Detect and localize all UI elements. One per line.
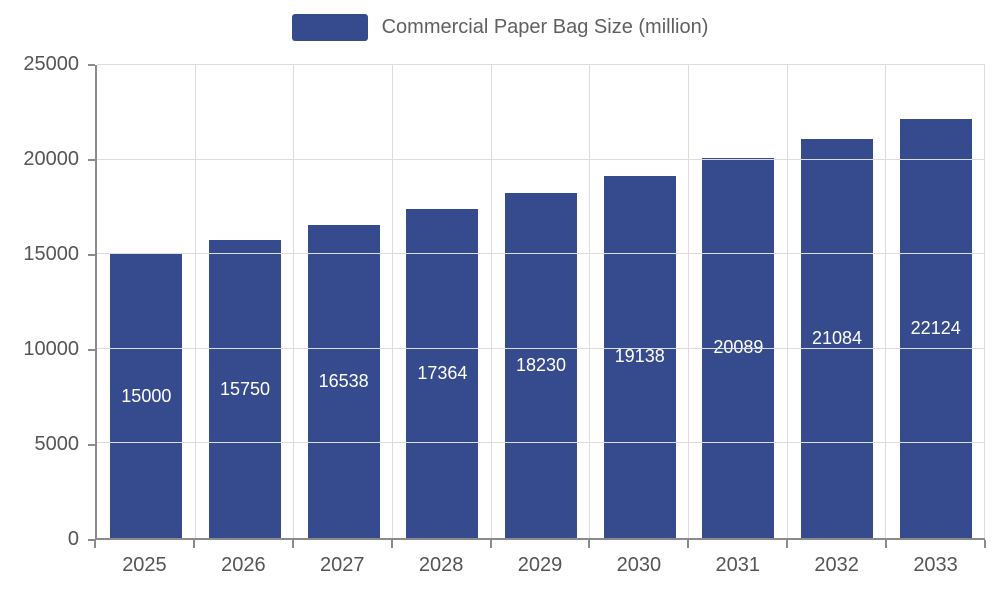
gridline-vertical	[490, 65, 492, 538]
x-tick-label: 2029	[517, 554, 563, 576]
legend-swatch	[291, 14, 368, 41]
gridline-vertical	[589, 65, 591, 538]
legend[interactable]: Commercial Paper Bag Size (million)	[0, 14, 1000, 41]
bar[interactable]: 22124	[899, 119, 972, 538]
gridline-vertical	[293, 65, 295, 538]
plot-area: 15000 15750 16538 17364 18230 19138 20089 21084…	[95, 64, 985, 540]
x-axis-tick	[390, 540, 393, 548]
x-axis-ticks	[94, 540, 986, 548]
x-tick-label: 2027	[319, 554, 365, 576]
x-axis-tick	[786, 540, 789, 548]
bar[interactable]: 15750	[209, 240, 282, 538]
x-axis-tick	[984, 540, 986, 548]
y-axis-tick	[88, 64, 95, 66]
y-axis: 0 5000 10000 15000 20000 25000	[0, 53, 95, 550]
gridline-horizontal	[97, 442, 985, 444]
gridline-horizontal	[97, 158, 985, 160]
gridline-horizontal	[97, 347, 985, 349]
bar-band: 16538	[294, 65, 393, 538]
bar-value-label: 17364	[417, 363, 468, 384]
bar-value-label: 20089	[713, 337, 764, 358]
bar-band: 22124	[886, 65, 985, 538]
bar-band: 15000	[97, 65, 196, 538]
x-axis: 2025 2026 2027 2028 2029 2030 2031 2032 2033	[95, 554, 985, 577]
x-axis-tick	[588, 540, 591, 548]
bar[interactable]: 15000	[110, 254, 183, 538]
x-tick-label: 2030	[616, 554, 662, 576]
bar[interactable]: 18230	[505, 193, 578, 538]
y-axis-tick	[88, 159, 95, 161]
y-tick-label: 0	[67, 528, 79, 550]
x-tick-label: 2026	[221, 554, 266, 576]
x-axis-tick	[94, 540, 96, 548]
bars-layer: 15000 15750 16538 17364 18230 19138 20089 21084…	[97, 65, 985, 538]
x-tick-label: 2033	[913, 554, 958, 576]
y-tick-label: 10000	[23, 338, 79, 360]
bar-band: 20089	[689, 65, 788, 538]
y-tick-label: 5000	[34, 433, 80, 455]
bar[interactable]: 19138	[603, 175, 676, 538]
bar-value-label: 15750	[219, 378, 271, 399]
y-axis-tick	[88, 349, 95, 351]
bar-band: 19138	[590, 65, 689, 538]
legend-label: Commercial Paper Bag Size (million)	[381, 16, 709, 38]
bar-band: 18230	[492, 65, 591, 538]
bar-band: 21084	[788, 65, 887, 538]
gridline-vertical	[687, 65, 689, 538]
bar-band: 15750	[196, 65, 295, 538]
bar-value-label: 22124	[910, 318, 961, 339]
bar-value-label: 18230	[515, 355, 567, 376]
gridline-vertical	[984, 65, 985, 538]
bar-value-label: 19138	[614, 346, 665, 367]
x-axis-tick	[192, 540, 195, 548]
gridline-horizontal	[97, 253, 985, 255]
bar-value-label: 21084	[812, 328, 863, 349]
gridline-vertical	[391, 65, 393, 538]
x-tick-label: 2028	[418, 554, 464, 576]
bar[interactable]: 16538	[307, 225, 380, 538]
y-axis-tick	[88, 254, 95, 256]
x-tick-label: 2025	[122, 554, 167, 576]
bar[interactable]: 17364	[406, 209, 479, 538]
gridline-vertical	[194, 65, 196, 538]
y-tick-label: 20000	[23, 148, 79, 170]
bar-band: 17364	[393, 65, 492, 538]
x-axis-tick	[687, 540, 690, 548]
bar-value-label: 16538	[318, 371, 369, 392]
x-tick-label: 2031	[715, 554, 761, 576]
gridline-vertical	[786, 65, 788, 538]
y-axis-tick	[88, 444, 95, 446]
x-axis-tick	[489, 540, 492, 548]
y-axis-tick	[88, 539, 95, 541]
y-tick-label: 25000	[23, 53, 79, 75]
x-axis-tick	[885, 540, 888, 548]
bar-value-label: 15000	[121, 385, 172, 406]
gridline-horizontal	[97, 64, 985, 65]
gridline-vertical	[885, 65, 887, 538]
x-axis-tick	[291, 540, 294, 548]
x-tick-label: 2032	[814, 554, 859, 576]
y-tick-label: 15000	[23, 243, 79, 265]
bar[interactable]: 21084	[801, 139, 874, 538]
